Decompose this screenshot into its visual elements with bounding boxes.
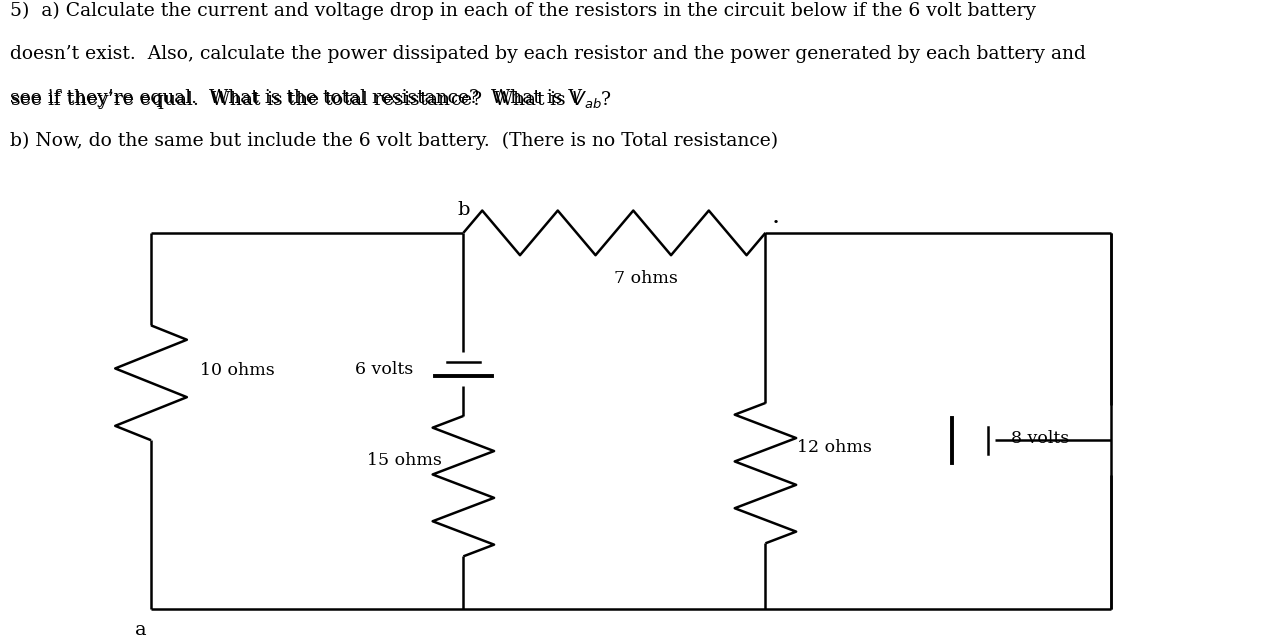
Text: see if they’re equal.  What is the total resistance?  What is V: see if they’re equal. What is the total …: [10, 89, 582, 107]
Text: a: a: [134, 621, 147, 638]
Text: 5)  a) Calculate the current and voltage drop in each of the resistors in the ci: 5) a) Calculate the current and voltage …: [10, 2, 1037, 20]
Text: b: b: [457, 201, 470, 219]
Text: 15 ohms: 15 ohms: [367, 452, 442, 469]
Text: b) Now, do the same but include the 6 volt battery.  (There is no Total resistan: b) Now, do the same but include the 6 vo…: [10, 132, 778, 151]
Text: doesn’t exist.  Also, calculate the power dissipated by each resistor and the po: doesn’t exist. Also, calculate the power…: [10, 45, 1087, 63]
Text: .: .: [772, 203, 780, 228]
Text: 7 ohms: 7 ohms: [614, 270, 678, 287]
Text: 12 ohms: 12 ohms: [797, 439, 872, 456]
Text: 8 volts: 8 volts: [1011, 431, 1070, 447]
Text: 6 volts: 6 volts: [355, 360, 413, 378]
Text: see if they’re equal.  What is the total resistance?  What is $V_{ab}$?: see if they’re equal. What is the total …: [10, 89, 612, 110]
Text: 10 ohms: 10 ohms: [200, 362, 274, 378]
